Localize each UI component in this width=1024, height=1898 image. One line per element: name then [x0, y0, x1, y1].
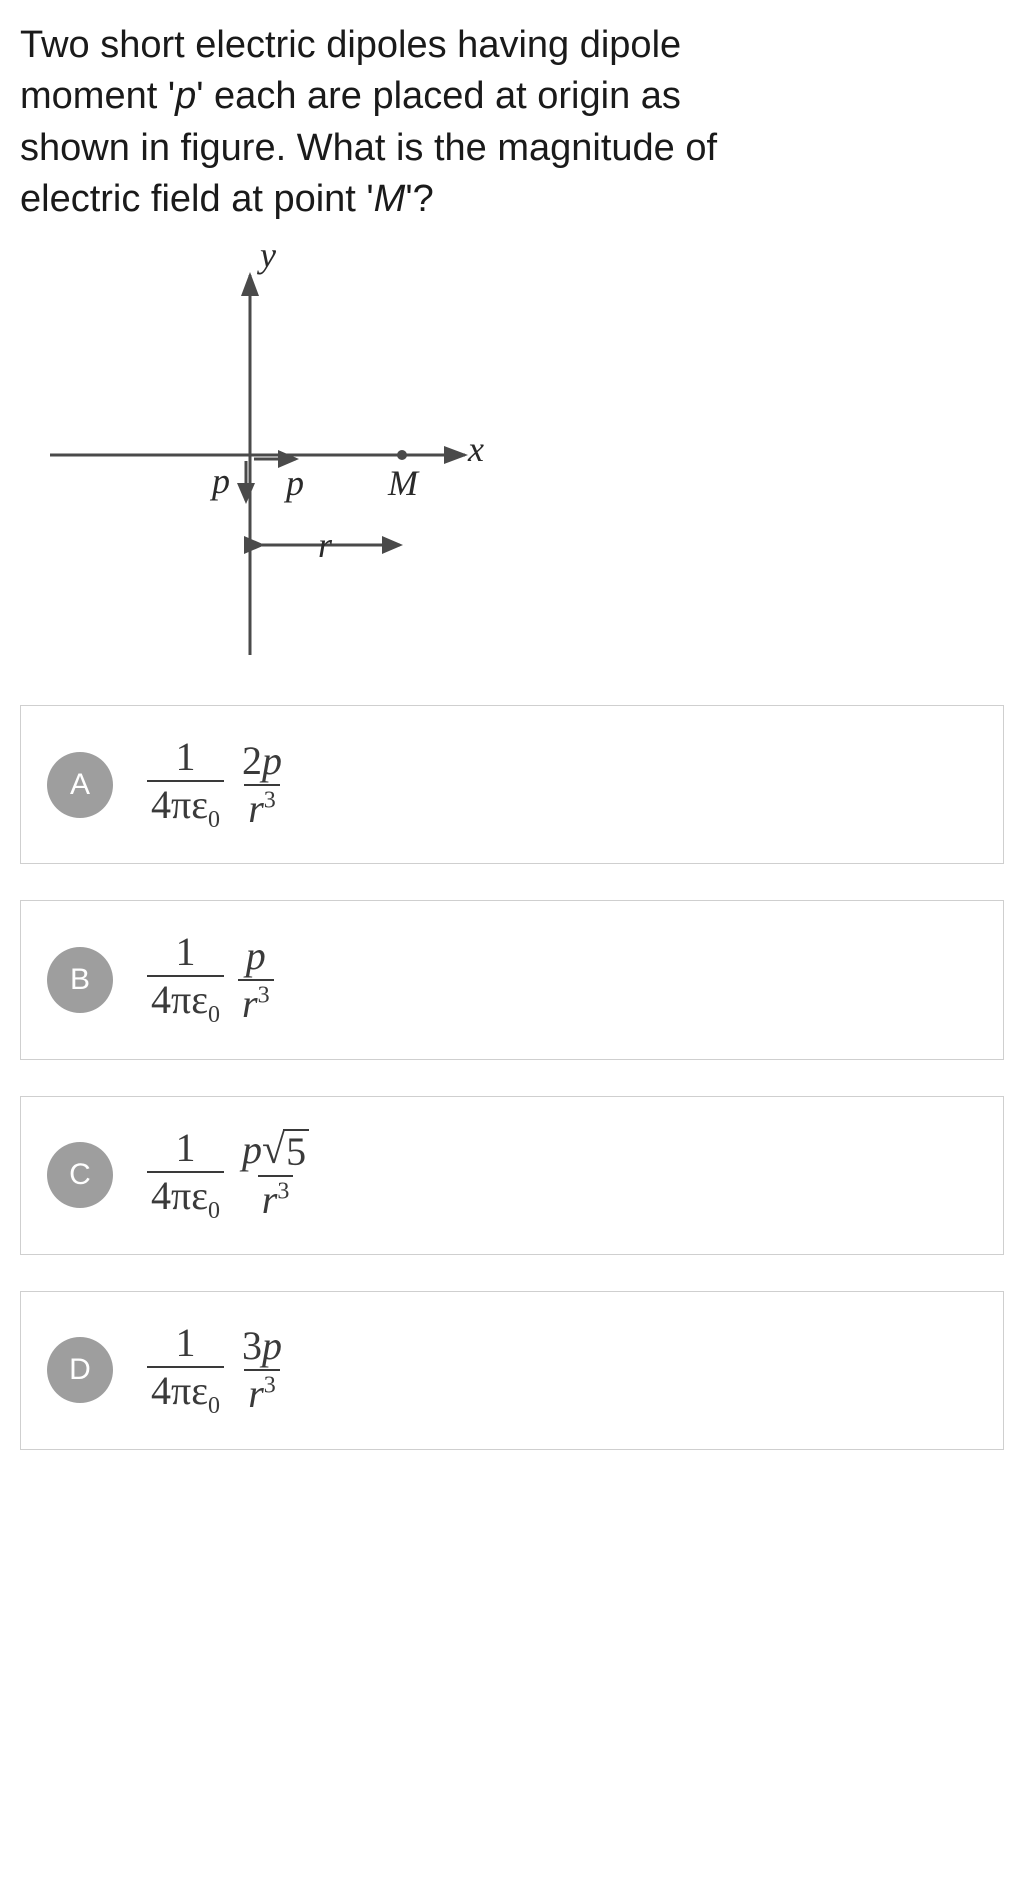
opt-d-num-p: p: [262, 1323, 282, 1368]
opt-b-frac1-den-sub: 0: [208, 1002, 220, 1028]
opt-b-den-r: r: [242, 981, 258, 1026]
p-down-label: p: [209, 461, 230, 501]
option-c-letter: C: [47, 1142, 113, 1208]
option-c-formula: 1 4πε0 p√5 r3: [147, 1127, 313, 1224]
opt-a-frac1-den-pre: 4πε: [151, 782, 208, 827]
option-a[interactable]: A 1 4πε0 2p r3: [20, 705, 1004, 864]
opt-a-den-sup: 3: [264, 787, 276, 813]
option-d-formula: 1 4πε0 3p r3: [147, 1322, 286, 1419]
opt-c-frac1-num: 1: [172, 1127, 200, 1171]
q-line4a: electric field at point ': [20, 178, 374, 220]
option-d[interactable]: D 1 4πε0 3p r3: [20, 1291, 1004, 1450]
opt-d-frac1-num: 1: [172, 1322, 200, 1366]
question-text: Two short electric dipoles having dipole…: [20, 20, 1004, 225]
opt-d-num-pre: 3: [242, 1323, 262, 1368]
r-dim-label: r: [318, 525, 333, 565]
m-point-label: M: [387, 463, 420, 503]
y-axis-label: y: [257, 245, 276, 275]
dipole-diagram: y x p p M r: [50, 245, 490, 665]
opt-d-frac1-den-pre: 4πε: [151, 1368, 208, 1413]
q-line2p: p: [175, 75, 196, 117]
q-line3: shown in figure. What is the magnitude o…: [20, 127, 717, 169]
opt-c-num-sqrt: 5: [283, 1129, 309, 1173]
option-a-letter: A: [47, 752, 113, 818]
opt-b-den-sup: 3: [258, 983, 270, 1009]
option-d-letter: D: [47, 1337, 113, 1403]
opt-d-den-r: r: [248, 1371, 264, 1416]
opt-c-den-sup: 3: [277, 1179, 289, 1205]
opt-d-den-sup: 3: [264, 1373, 276, 1399]
x-axis-label: x: [467, 429, 484, 469]
option-a-formula: 1 4πε0 2p r3: [147, 736, 286, 833]
opt-c-frac1-den-sub: 0: [208, 1198, 220, 1224]
opt-a-den-r: r: [248, 786, 264, 831]
opt-c-frac1-den-pre: 4πε: [151, 1173, 208, 1218]
q-line2b: ' each are placed at origin as: [196, 75, 681, 117]
q-line1: Two short electric dipoles having dipole: [20, 24, 681, 66]
option-b[interactable]: B 1 4πε0 p r3: [20, 900, 1004, 1059]
opt-a-frac1-den-sub: 0: [208, 807, 220, 833]
options-list: A 1 4πε0 2p r3 B 1 4πε0 p r3 C: [20, 705, 1004, 1450]
option-c[interactable]: C 1 4πε0 p√5 r3: [20, 1096, 1004, 1255]
p-right-label: p: [283, 463, 304, 503]
opt-c-num-p: p: [242, 1127, 262, 1172]
option-b-formula: 1 4πε0 p r3: [147, 931, 274, 1028]
opt-c-den-r: r: [262, 1177, 278, 1222]
opt-a-frac1-num: 1: [172, 736, 200, 780]
opt-a-num-pre: 2: [242, 738, 262, 783]
q-line2a: moment ': [20, 75, 175, 117]
opt-b-frac1-num: 1: [172, 931, 200, 975]
opt-d-frac1-den-sub: 0: [208, 1393, 220, 1419]
opt-b-num-p: p: [246, 933, 266, 978]
q-line4b: '?: [405, 178, 433, 220]
opt-b-frac1-den-pre: 4πε: [151, 977, 208, 1022]
option-b-letter: B: [47, 947, 113, 1013]
q-line4m: M: [374, 178, 406, 220]
opt-a-num-p: p: [262, 738, 282, 783]
